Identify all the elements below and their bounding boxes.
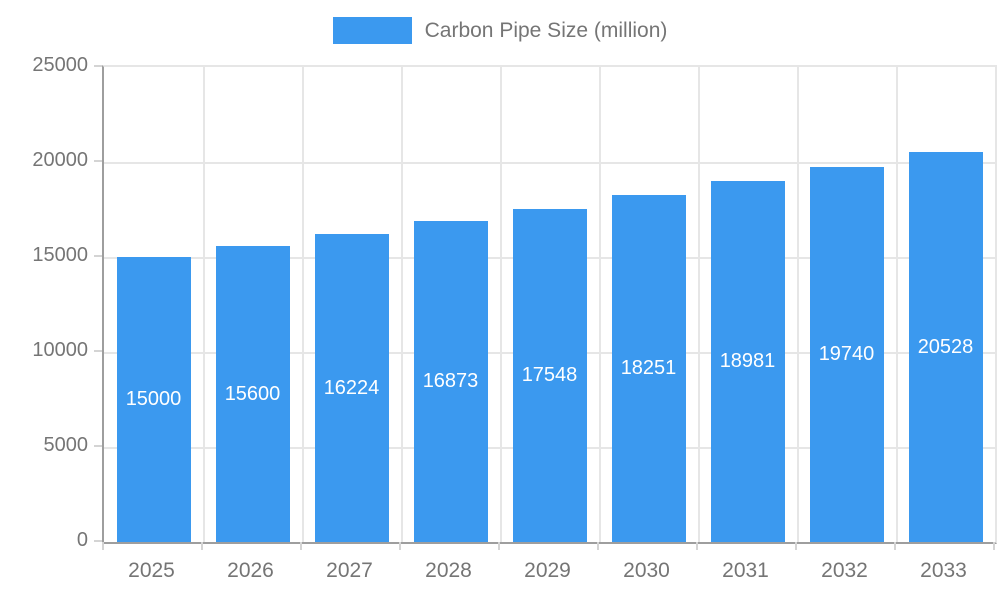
legend: Carbon Pipe Size (million) <box>0 14 1000 46</box>
y-axis-label: 5000 <box>43 434 89 456</box>
bar-value-label: 18981 <box>719 350 776 372</box>
x-gridline <box>896 67 898 542</box>
x-axis-tick <box>696 542 698 550</box>
bar-2031[interactable]: 18981 <box>710 181 785 542</box>
x-gridline <box>797 67 799 542</box>
bar-value-label: 19740 <box>818 343 875 365</box>
x-axis-tick <box>498 542 500 550</box>
bar-value-label: 20528 <box>917 335 974 358</box>
y-axis-label: 10000 <box>32 339 88 361</box>
bar-value-label: 16873 <box>422 370 479 392</box>
x-gridline <box>203 67 205 542</box>
x-axis-tick <box>102 542 104 550</box>
legend-label[interactable]: Carbon Pipe Size (million) <box>424 18 668 42</box>
x-gridline <box>698 67 700 542</box>
bar-2033[interactable]: 20528 <box>908 152 983 542</box>
bar-2026[interactable]: 15600 <box>215 246 290 542</box>
y-axis-label: 0 <box>76 529 88 551</box>
bar-value-label: 17548 <box>521 364 578 386</box>
x-axis-label: 2031 <box>722 559 769 582</box>
x-gridline <box>599 67 601 542</box>
y-axis-tick <box>94 160 102 162</box>
x-axis-label: 2028 <box>425 559 472 582</box>
bar-2025[interactable]: 15000 <box>116 257 191 542</box>
x-axis-label: 2027 <box>326 559 373 582</box>
x-axis-tick <box>300 542 302 550</box>
x-axis-tick <box>894 542 896 550</box>
y-axis-label: 25000 <box>32 54 88 76</box>
x-axis-label: 2026 <box>227 559 274 582</box>
y-axis-tick <box>94 540 102 542</box>
y-axis-tick <box>94 65 102 67</box>
bar-value-label: 15000 <box>125 388 182 410</box>
bar-value-label: 15600 <box>224 382 281 405</box>
plot-area: 15000 15600 16224 16873 17548 18251 18981 19740… <box>102 65 997 544</box>
x-axis-tick <box>201 542 203 550</box>
x-axis-tick <box>597 542 599 550</box>
x-axis-tick <box>399 542 401 550</box>
y-axis-tick <box>94 255 102 257</box>
x-gridline <box>401 67 403 542</box>
y-axis-label: 20000 <box>32 149 88 171</box>
bar-value-label: 18251 <box>620 357 677 379</box>
legend-swatch[interactable] <box>332 16 412 44</box>
x-axis-tick <box>795 542 797 550</box>
x-axis-label: 2029 <box>524 559 571 582</box>
bar-2029[interactable]: 17548 <box>512 209 587 542</box>
y-axis-label: 15000 <box>32 244 88 266</box>
y-gridline <box>104 162 995 164</box>
x-axis-tick <box>993 542 995 550</box>
x-axis-label: 2025 <box>128 559 175 582</box>
bar-2028[interactable]: 16873 <box>413 221 488 542</box>
bar-2030[interactable]: 18251 <box>611 195 686 542</box>
y-axis-tick <box>94 350 102 352</box>
bar-value-label: 16224 <box>323 376 380 399</box>
bar-2027[interactable]: 16224 <box>314 234 389 542</box>
x-gridline <box>500 67 502 542</box>
x-axis-label: 2032 <box>821 559 868 582</box>
x-gridline <box>302 67 304 542</box>
x-axis-label: 2033 <box>920 559 967 582</box>
x-axis-label: 2030 <box>623 559 670 582</box>
bar-2032[interactable]: 19740 <box>809 167 884 542</box>
y-axis-tick <box>94 445 102 447</box>
